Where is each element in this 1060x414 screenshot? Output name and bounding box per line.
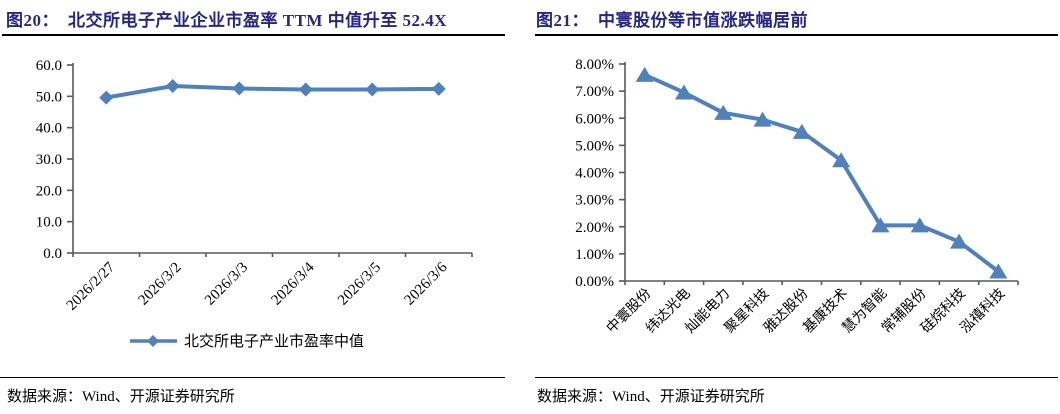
x-axis-ticks (72, 253, 473, 257)
figure-20-title: 图20： 北交所电子产业企业市盈率 TTM 中值升至 52.4X (6, 11, 447, 30)
data-point-marker (635, 66, 654, 82)
data-point-marker (792, 123, 811, 139)
y-tick-label: 0.0 (43, 246, 62, 262)
data-point-marker (753, 111, 772, 127)
y-tick-label: 30.0 (36, 152, 62, 168)
data-point-marker (99, 90, 114, 105)
figure-21-title-underline (535, 34, 1058, 36)
y-tick-label: 3.00% (575, 193, 614, 209)
panel-figure-21: 图21： 中寰股份等市值涨跌幅居前 0.00% 1.00% 2.00% 3.00% 4.… (530, 0, 1060, 414)
figure-21-title: 图21： 中寰股份等市值涨跌幅居前 (536, 11, 808, 30)
figure-20-source: 数据来源：Wind、开源证券研究所 (7, 389, 235, 405)
data-point-marker (365, 82, 380, 97)
y-tick-label: 60.0 (36, 58, 62, 74)
figure-21-source-rule (535, 377, 1058, 378)
data-point-marker (431, 81, 446, 96)
y-tick-label: 1.00% (575, 247, 614, 263)
y-tick-label: 10.0 (36, 215, 62, 231)
series-markers (635, 66, 1008, 279)
y-tick-label: 40.0 (36, 121, 62, 137)
series-line (104, 83, 441, 100)
series-markers (99, 78, 446, 105)
y-tick-label: 6.00% (575, 111, 614, 127)
data-point-marker (910, 217, 929, 233)
y-axis-ticks: 0.00% 1.00% 2.00% 3.00% 4.00% 5.00% 6.00% 7.00%… (575, 57, 625, 290)
x-tick-label: 2026/3/3 (202, 260, 251, 309)
y-tick-label: 0.00% (575, 274, 614, 290)
y-tick-label: 4.00% (575, 166, 614, 182)
data-point-marker (950, 233, 969, 249)
y-tick-label: 50.0 (36, 89, 62, 105)
y-tick-label: 2.00% (575, 220, 614, 236)
data-point-marker (165, 78, 180, 93)
y-tick-label: 20.0 (36, 183, 62, 199)
figure-20-title-underline (2, 34, 505, 36)
x-tick-label: 2026/2/27 (64, 259, 119, 314)
legend: 北交所电子产业市盈率中值 (130, 332, 364, 350)
x-tick-label: 2026/3/5 (335, 260, 384, 309)
data-point-marker (989, 263, 1008, 279)
x-tick-label: 2026/3/6 (402, 259, 451, 308)
figure-20-source-rule (0, 377, 505, 378)
y-tick-label: 8.00% (575, 57, 614, 73)
panel-figure-20: 图20： 北交所电子产业企业市盈率 TTM 中值升至 52.4X 0.0 10.0… (0, 11, 505, 405)
legend-marker (147, 335, 159, 347)
legend-label: 北交所电子产业市盈率中值 (184, 332, 364, 350)
data-point-marker (871, 217, 890, 233)
data-point-marker (714, 104, 733, 120)
market-cap-change-line-chart: 0.00% 1.00% 2.00% 3.00% 4.00% 5.00% 6.00% 7.00%… (575, 57, 1019, 337)
series-line (642, 72, 1001, 274)
x-tick-label: 2026/3/2 (136, 260, 185, 309)
x-category-labels: 2026/2/27 2026/3/2 2026/3/3 2026/3/4 2026/3/… (64, 259, 451, 314)
data-point-marker (674, 84, 693, 100)
y-tick-label: 7.00% (575, 84, 614, 100)
figure-21-source: 数据来源：Wind、开源证券研究所 (537, 389, 765, 405)
y-axis-ticks: 0.0 10.0 20.0 30.0 40.0 50.0 60.0 (36, 58, 73, 262)
data-point-marker (232, 81, 247, 96)
y-tick-label: 5.00% (575, 138, 614, 154)
data-point-marker (832, 152, 851, 168)
x-axis-ticks (624, 281, 1019, 285)
data-point-marker (298, 82, 313, 97)
x-tick-label: 2026/3/4 (269, 259, 318, 308)
